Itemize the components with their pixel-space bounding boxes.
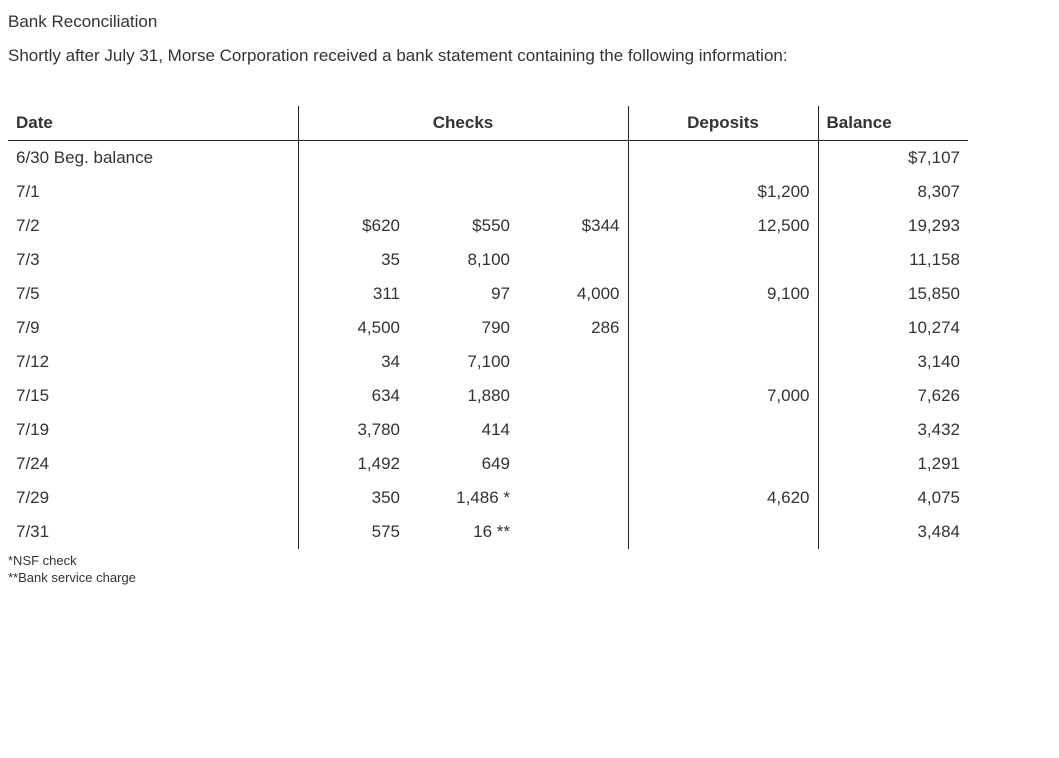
- cell-deposit: [628, 141, 818, 176]
- table-row: 6/30 Beg. balance $7,107: [8, 141, 968, 176]
- cell-check: 16 **: [408, 515, 518, 549]
- cell-balance: 4,075: [818, 481, 968, 515]
- cell-date: 7/9: [8, 311, 298, 345]
- cell-date: 7/31: [8, 515, 298, 549]
- cell-check: 649: [408, 447, 518, 481]
- cell-check: 575: [298, 515, 408, 549]
- table-row: 7/19 3,780 414 3,432: [8, 413, 968, 447]
- cell-check: 790: [408, 311, 518, 345]
- cell-balance: 3,140: [818, 345, 968, 379]
- table-row: 7/1 $1,200 8,307: [8, 175, 968, 209]
- bank-statement-table: Date Checks Deposits Balance 6/30 Beg. b…: [8, 106, 968, 549]
- cell-check: $620: [298, 209, 408, 243]
- cell-deposit: [628, 515, 818, 549]
- cell-check: [518, 413, 628, 447]
- cell-balance: $7,107: [818, 141, 968, 176]
- cell-date: 7/12: [8, 345, 298, 379]
- cell-check: [518, 447, 628, 481]
- cell-date: 7/2: [8, 209, 298, 243]
- table-row: 7/9 4,500 790 286 10,274: [8, 311, 968, 345]
- cell-check: [518, 379, 628, 413]
- cell-check: 4,500: [298, 311, 408, 345]
- cell-check: 8,100: [408, 243, 518, 277]
- cell-date: 7/3: [8, 243, 298, 277]
- cell-balance: 10,274: [818, 311, 968, 345]
- cell-date: 7/29: [8, 481, 298, 515]
- cell-check: [518, 481, 628, 515]
- table-row: 7/3 35 8,100 11,158: [8, 243, 968, 277]
- cell-check: [408, 175, 518, 209]
- cell-check: 7,100: [408, 345, 518, 379]
- table-row: 7/31 575 16 ** 3,484: [8, 515, 968, 549]
- cell-deposit: [628, 243, 818, 277]
- cell-balance: 7,626: [818, 379, 968, 413]
- cell-balance: 8,307: [818, 175, 968, 209]
- cell-deposit: [628, 311, 818, 345]
- cell-balance: 19,293: [818, 209, 968, 243]
- cell-check: 1,486 *: [408, 481, 518, 515]
- cell-deposit: 9,100: [628, 277, 818, 311]
- cell-check: [298, 175, 408, 209]
- col-header-deposits: Deposits: [628, 106, 818, 141]
- footnote-service-charge: **Bank service charge: [8, 570, 1051, 585]
- cell-balance: 15,850: [818, 277, 968, 311]
- cell-deposit: [628, 447, 818, 481]
- cell-check: 414: [408, 413, 518, 447]
- col-header-date: Date: [8, 106, 298, 141]
- cell-balance: 1,291: [818, 447, 968, 481]
- cell-check: [408, 141, 518, 176]
- cell-balance: 11,158: [818, 243, 968, 277]
- cell-date: 7/19: [8, 413, 298, 447]
- cell-check: 311: [298, 277, 408, 311]
- cell-check: $344: [518, 209, 628, 243]
- page-subtitle: Shortly after July 31, Morse Corporation…: [8, 46, 1051, 66]
- cell-date: 7/15: [8, 379, 298, 413]
- cell-date: 7/1: [8, 175, 298, 209]
- cell-date: 7/5: [8, 277, 298, 311]
- table-row: 7/12 34 7,100 3,140: [8, 345, 968, 379]
- page: Bank Reconciliation Shortly after July 3…: [0, 0, 1059, 758]
- col-header-checks: Checks: [298, 106, 628, 141]
- cell-deposit: 12,500: [628, 209, 818, 243]
- cell-check: [518, 175, 628, 209]
- cell-check: 634: [298, 379, 408, 413]
- page-title: Bank Reconciliation: [8, 12, 1051, 32]
- cell-check: 350: [298, 481, 408, 515]
- cell-check: [518, 141, 628, 176]
- cell-deposit: 7,000: [628, 379, 818, 413]
- cell-balance: 3,432: [818, 413, 968, 447]
- cell-check: 4,000: [518, 277, 628, 311]
- cell-date: 6/30 Beg. balance: [8, 141, 298, 176]
- cell-deposit: [628, 413, 818, 447]
- cell-check: 97: [408, 277, 518, 311]
- cell-deposit: [628, 345, 818, 379]
- cell-check: 3,780: [298, 413, 408, 447]
- cell-check: 1,492: [298, 447, 408, 481]
- cell-check: 1,880: [408, 379, 518, 413]
- cell-check: 34: [298, 345, 408, 379]
- cell-check: $550: [408, 209, 518, 243]
- table-row: 7/29 350 1,486 * 4,620 4,075: [8, 481, 968, 515]
- cell-check: [298, 141, 408, 176]
- cell-deposit: 4,620: [628, 481, 818, 515]
- cell-deposit: $1,200: [628, 175, 818, 209]
- cell-check: 35: [298, 243, 408, 277]
- footnote-nsf: *NSF check: [8, 553, 1051, 568]
- table-row: 7/24 1,492 649 1,291: [8, 447, 968, 481]
- table-header-row: Date Checks Deposits Balance: [8, 106, 968, 141]
- cell-check: [518, 243, 628, 277]
- cell-check: 286: [518, 311, 628, 345]
- cell-check: [518, 515, 628, 549]
- table-row: 7/5 311 97 4,000 9,100 15,850: [8, 277, 968, 311]
- col-header-balance: Balance: [818, 106, 968, 141]
- cell-balance: 3,484: [818, 515, 968, 549]
- cell-date: 7/24: [8, 447, 298, 481]
- table-row: 7/2 $620 $550 $344 12,500 19,293: [8, 209, 968, 243]
- table-row: 7/15 634 1,880 7,000 7,626: [8, 379, 968, 413]
- cell-check: [518, 345, 628, 379]
